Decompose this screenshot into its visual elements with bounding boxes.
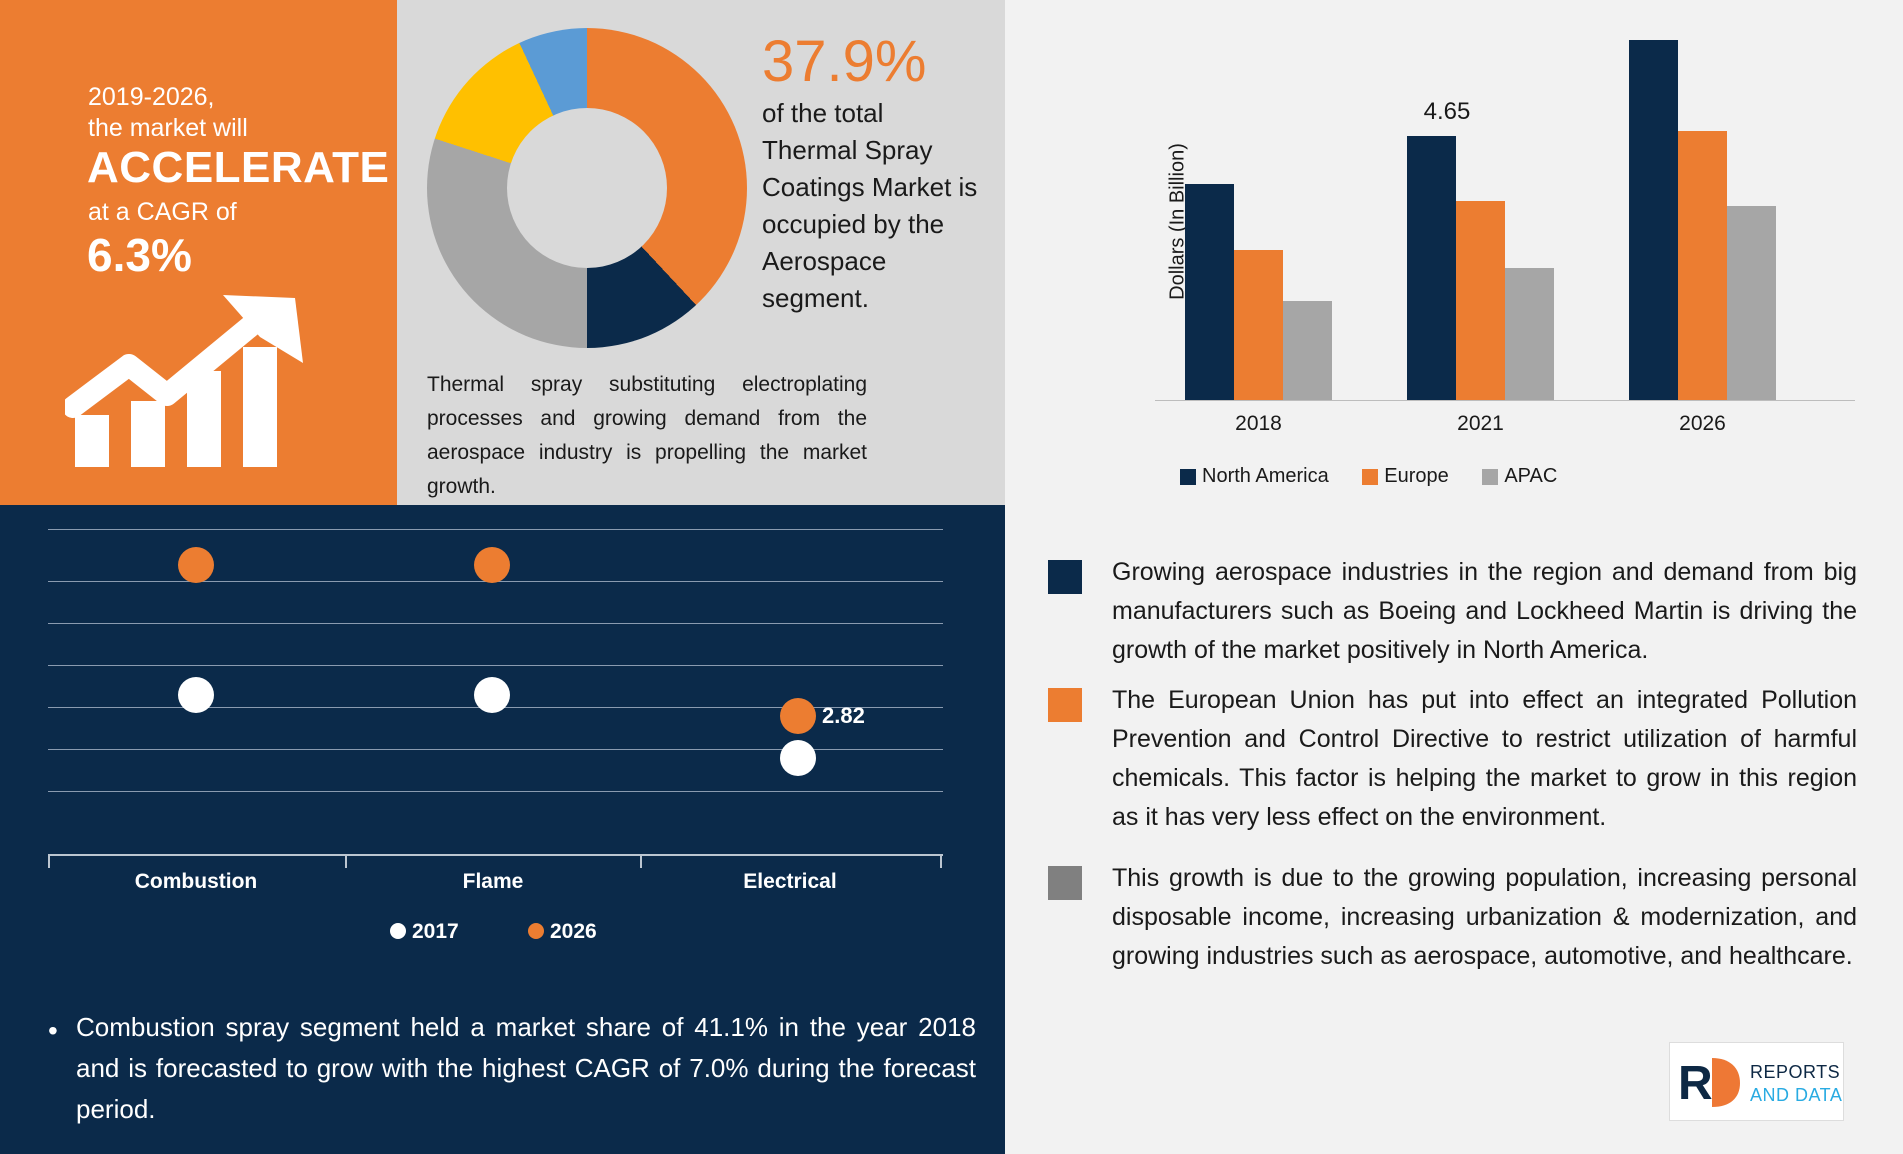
- svg-text:AND DATA: AND DATA: [1750, 1085, 1842, 1105]
- svg-text:R: R: [1678, 1057, 1713, 1110]
- svg-text:REPORTS: REPORTS: [1750, 1062, 1840, 1082]
